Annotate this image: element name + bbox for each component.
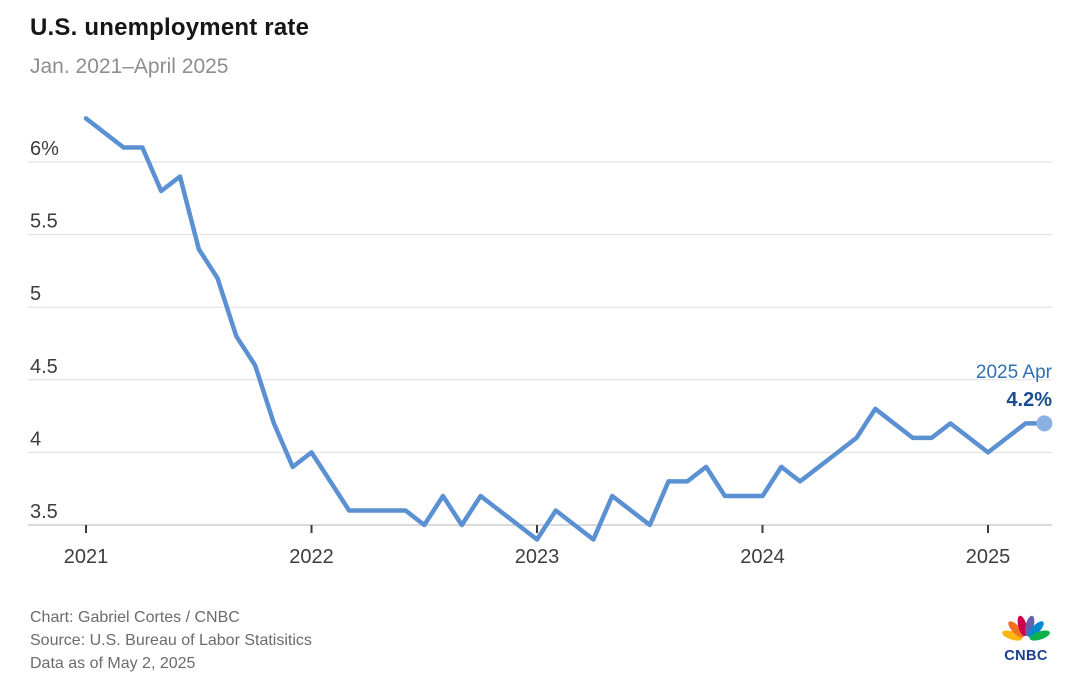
cnbc-logo: CNBC bbox=[1000, 610, 1052, 664]
end-annotation: 2025 Apr 4.2% bbox=[976, 363, 1052, 410]
footer-source: Source: U.S. Bureau of Labor Statisitics bbox=[30, 632, 312, 649]
peacock-feather bbox=[1002, 630, 1023, 641]
chart-title: U.S. unemployment rate bbox=[30, 14, 310, 41]
y-tick-label: 4.5 bbox=[30, 356, 58, 378]
peacock-feather bbox=[1017, 615, 1028, 637]
peacock-feather bbox=[1029, 630, 1050, 641]
end-annotation-date: 2025 Apr bbox=[975, 362, 1052, 383]
y-tick-label: 4 bbox=[30, 428, 41, 450]
footer-data-as-of: Data as of May 2, 2025 bbox=[30, 655, 196, 672]
cnbc-peacock-icon bbox=[1002, 615, 1050, 641]
y-tick-label: 3.5 bbox=[30, 501, 58, 523]
x-tick-label: 2024 bbox=[740, 546, 785, 568]
y-tick-label: 5.5 bbox=[30, 211, 58, 233]
x-tick-label: 2023 bbox=[515, 546, 560, 568]
x-tick-label: 2021 bbox=[64, 546, 109, 568]
end-point-marker bbox=[1036, 415, 1053, 432]
x-tick-label: 2025 bbox=[966, 546, 1011, 568]
chart-footer: Chart: Gabriel Cortes / CNBC Source: U.S… bbox=[30, 606, 312, 675]
y-tick-label: 6% bbox=[30, 138, 59, 160]
unemployment-line bbox=[83, 116, 1047, 542]
x-tick-label: 2022 bbox=[289, 546, 334, 568]
end-annotation-value: 4.2% bbox=[1006, 389, 1052, 411]
cnbc-wordmark: CNBC bbox=[1004, 648, 1048, 664]
peacock-feather bbox=[1008, 621, 1024, 638]
chart-subtitle: Jan. 2021–April 2025 bbox=[30, 55, 229, 78]
y-tick-label: 5 bbox=[30, 283, 41, 305]
footer-credit: Chart: Gabriel Cortes / CNBC bbox=[30, 609, 240, 626]
peacock-feather bbox=[1028, 621, 1044, 638]
